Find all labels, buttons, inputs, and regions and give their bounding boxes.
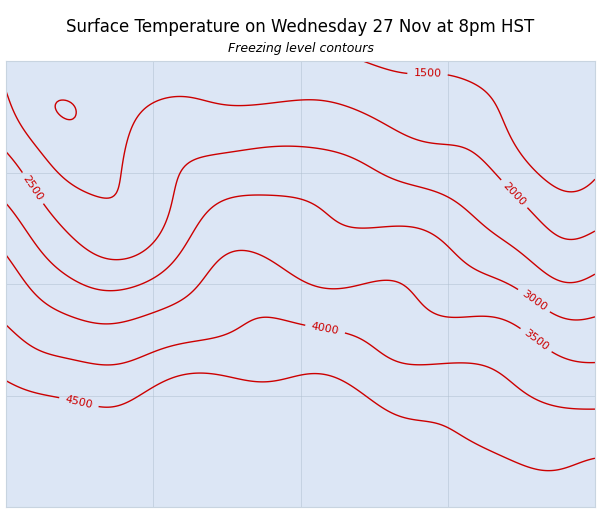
Text: 4500: 4500	[64, 394, 94, 410]
Text: 3000: 3000	[520, 289, 548, 313]
Text: 4000: 4000	[310, 322, 340, 336]
Text: 1500: 1500	[413, 69, 442, 79]
Text: 2000: 2000	[501, 180, 528, 207]
Text: 2500: 2500	[21, 174, 45, 203]
Text: Freezing level contours: Freezing level contours	[228, 42, 373, 55]
Text: Surface Temperature on Wednesday 27 Nov at 8pm HST: Surface Temperature on Wednesday 27 Nov …	[66, 18, 535, 36]
Text: 3500: 3500	[522, 328, 550, 353]
